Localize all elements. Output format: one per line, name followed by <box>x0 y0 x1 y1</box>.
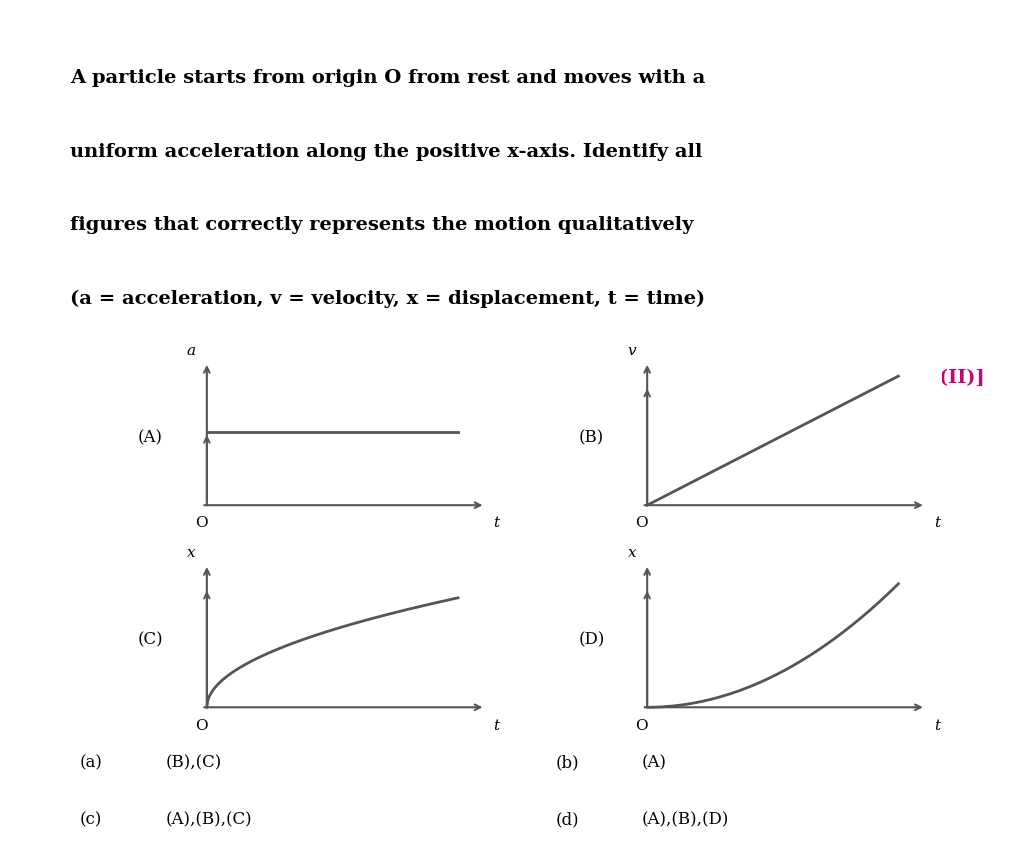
Text: x: x <box>187 546 196 560</box>
Text: (D): (D) <box>579 632 605 648</box>
Text: (A),(B),(C): (A),(B),(C) <box>166 812 252 829</box>
Text: x: x <box>628 546 636 560</box>
Text: figures that correctly represents the motion qualitatively: figures that correctly represents the mo… <box>71 216 693 234</box>
Text: (C): (C) <box>138 632 164 648</box>
Text: v: v <box>628 344 636 358</box>
Text: a: a <box>186 344 196 358</box>
Text: (a): (a) <box>80 754 102 771</box>
Text: (d): (d) <box>556 812 580 829</box>
Text: (a = acceleration, v = velocity, x = displacement, t = time): (a = acceleration, v = velocity, x = dis… <box>71 290 706 308</box>
Text: O: O <box>636 718 648 733</box>
Text: O: O <box>636 516 648 530</box>
Text: O: O <box>196 718 208 733</box>
Text: [Main 8 Apr. 2019 (II)]: [Main 8 Apr. 2019 (II)] <box>735 369 984 387</box>
Text: O: O <box>196 516 208 530</box>
Text: (A): (A) <box>642 754 667 771</box>
Text: t: t <box>494 718 500 733</box>
Text: t: t <box>494 516 500 530</box>
Text: (b): (b) <box>556 754 580 771</box>
Text: (B): (B) <box>579 429 603 446</box>
Text: uniform acceleration along the positive x-axis. Identify all: uniform acceleration along the positive … <box>71 143 702 161</box>
Text: (A): (A) <box>138 429 163 446</box>
Text: t: t <box>934 718 940 733</box>
Text: (B),(C): (B),(C) <box>166 754 222 771</box>
Text: (c): (c) <box>80 812 102 829</box>
Text: (A),(B),(D): (A),(B),(D) <box>642 812 729 829</box>
Text: t: t <box>934 516 940 530</box>
Text: A particle starts from origin O from rest and moves with a: A particle starts from origin O from res… <box>71 69 706 88</box>
